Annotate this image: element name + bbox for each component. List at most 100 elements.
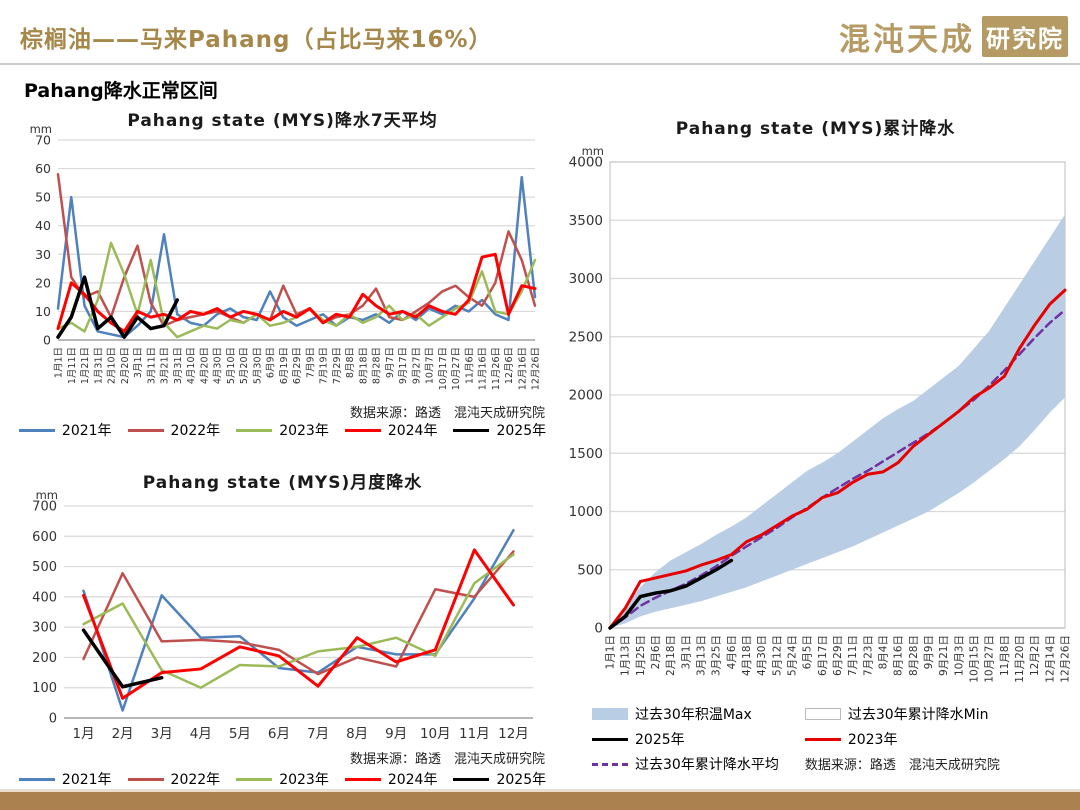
svg-text:1月11日: 1月11日	[67, 347, 78, 384]
section-subtitle: Pahang降水正常区间	[24, 80, 218, 102]
legend-label: 2023年	[279, 423, 329, 439]
legend-item: 过去30年积温Max	[592, 704, 779, 724]
legend-item: 2024年	[344, 769, 438, 789]
svg-text:6月: 6月	[268, 726, 290, 742]
svg-text:2月10日: 2月10日	[107, 347, 118, 384]
svg-text:10月7日: 10月7日	[425, 347, 436, 384]
seven-day-rainfall-chart: mm 0 10 20 30 40 50 60 70 1月1日 1月11日 1月21日 1月31日 2月10…	[30, 122, 542, 390]
svg-text:mm: mm	[30, 122, 52, 136]
svg-text:6月29日: 6月29日	[832, 635, 844, 676]
legend-item: 2022年	[127, 420, 221, 440]
svg-text:8月: 8月	[346, 726, 368, 742]
svg-text:11月6日: 11月6日	[464, 347, 475, 384]
svg-text:12月26日: 12月26日	[1060, 635, 1072, 683]
chart3-title: Pahang state (MYS)累计降水	[675, 119, 956, 139]
svg-text:12月16日: 12月16日	[517, 347, 528, 390]
legend-label: 2024年	[387, 423, 438, 439]
svg-text:700: 700	[32, 500, 57, 515]
svg-text:6月9日: 6月9日	[266, 347, 277, 378]
legend-line-swatch	[127, 428, 164, 432]
legend-label: 2025年	[496, 772, 547, 788]
legend-line-swatch	[18, 777, 55, 781]
legend-line-swatch	[236, 777, 273, 781]
monthly-rainfall-chart: mm 0 100 200 300 400 500 600 700 1月 2月 3月 4月 5月 6月 7月 8月…	[32, 488, 533, 742]
legend-label: 2022年	[170, 423, 221, 439]
svg-text:10月3日: 10月3日	[953, 635, 965, 676]
legend-label: 过去30年累计降水Min	[847, 707, 989, 723]
legend-line-swatch	[453, 428, 490, 432]
svg-text:4月: 4月	[190, 726, 212, 742]
svg-text:10月: 10月	[420, 726, 451, 742]
svg-text:8月18日: 8月18日	[358, 347, 369, 384]
chart3-legend: 过去30年积温Max 2025年过去30年累计降水平均 过去30年累计降水Min 2…	[592, 704, 1072, 774]
legend-line-swatch	[592, 737, 628, 741]
svg-text:9月17日: 9月17日	[398, 347, 409, 384]
svg-text:1月13日: 1月13日	[620, 635, 632, 676]
svg-text:5月30日: 5月30日	[252, 347, 263, 384]
svg-text:8月16日: 8月16日	[893, 635, 905, 676]
svg-text:12月26日: 12月26日	[531, 347, 542, 390]
legend-area-swatch	[592, 708, 628, 720]
svg-text:4月18日: 4月18日	[741, 635, 753, 676]
chart2-legend: 2021年 2022年 2023年 2024年 2025年	[18, 769, 547, 789]
legend-line-swatch	[592, 762, 628, 766]
svg-text:20: 20	[35, 275, 51, 290]
svg-text:2月: 2月	[112, 726, 134, 742]
legend-item: 过去30年累计降水Min	[804, 704, 1000, 724]
svg-text:3月21日: 3月21日	[160, 347, 171, 384]
svg-text:8月4日: 8月4日	[878, 635, 890, 669]
svg-text:10: 10	[35, 304, 51, 319]
svg-text:6月19日: 6月19日	[279, 347, 290, 384]
svg-text:10月15日: 10月15日	[969, 635, 981, 683]
legend-label: 2023年	[847, 732, 898, 748]
svg-text:1500: 1500	[569, 446, 603, 462]
svg-text:4000: 4000	[569, 155, 603, 171]
svg-text:7月23日: 7月23日	[862, 635, 874, 676]
svg-text:1月31日: 1月31日	[93, 347, 104, 384]
legend-item: 2025年	[592, 729, 779, 749]
svg-text:4月30日: 4月30日	[213, 347, 224, 384]
legend-line-swatch	[236, 428, 273, 432]
page-title: 棕榈油——马来Pahang（占比马来16%）	[20, 27, 493, 53]
legend-label: 2025年	[496, 423, 547, 439]
svg-text:2000: 2000	[569, 388, 603, 404]
svg-text:3月1日: 3月1日	[680, 635, 692, 669]
legend-label: 2023年	[279, 772, 329, 788]
svg-text:10月27日: 10月27日	[451, 347, 462, 390]
svg-text:0: 0	[43, 333, 51, 348]
legend-item: 2023年	[236, 420, 329, 440]
legend-line-swatch	[127, 777, 164, 781]
chart3-legend-left: 过去30年积温Max 2025年过去30年累计降水平均	[592, 704, 779, 774]
svg-text:3月: 3月	[151, 726, 173, 742]
svg-text:3500: 3500	[569, 213, 603, 229]
svg-text:12月: 12月	[498, 726, 529, 742]
svg-text:300: 300	[32, 621, 57, 636]
svg-text:11月26日: 11月26日	[491, 347, 502, 390]
legend-label: 2024年	[387, 772, 438, 788]
svg-text:2月20日: 2月20日	[120, 347, 131, 384]
legend-item: 过去30年累计降水平均	[592, 754, 779, 774]
svg-text:3月1日: 3月1日	[133, 347, 144, 378]
svg-text:11月8日: 11月8日	[999, 635, 1011, 676]
svg-text:3000: 3000	[569, 271, 603, 287]
legend-item: 2022年	[127, 769, 220, 789]
svg-text:7月11日: 7月11日	[847, 635, 859, 676]
svg-text:9月27日: 9月27日	[411, 347, 422, 384]
svg-text:5月12日: 5月12日	[771, 635, 783, 676]
legend-label: 2025年	[635, 732, 685, 748]
legend-area-swatch	[804, 708, 841, 720]
chart3-source: 数据来源：路透 混沌天成研究院	[804, 758, 1000, 773]
svg-text:40: 40	[35, 218, 51, 233]
svg-text:9月21日: 9月21日	[938, 635, 950, 676]
svg-text:9月: 9月	[385, 726, 407, 742]
svg-text:5月24日: 5月24日	[787, 635, 799, 676]
svg-text:mm: mm	[36, 488, 58, 502]
svg-text:400: 400	[32, 590, 57, 605]
svg-text:0: 0	[49, 712, 57, 727]
legend-label: 过去30年累计降水平均	[635, 757, 779, 773]
svg-text:8月28日: 8月28日	[372, 347, 383, 384]
svg-text:6月17日: 6月17日	[817, 635, 829, 676]
svg-text:5月: 5月	[229, 726, 251, 742]
